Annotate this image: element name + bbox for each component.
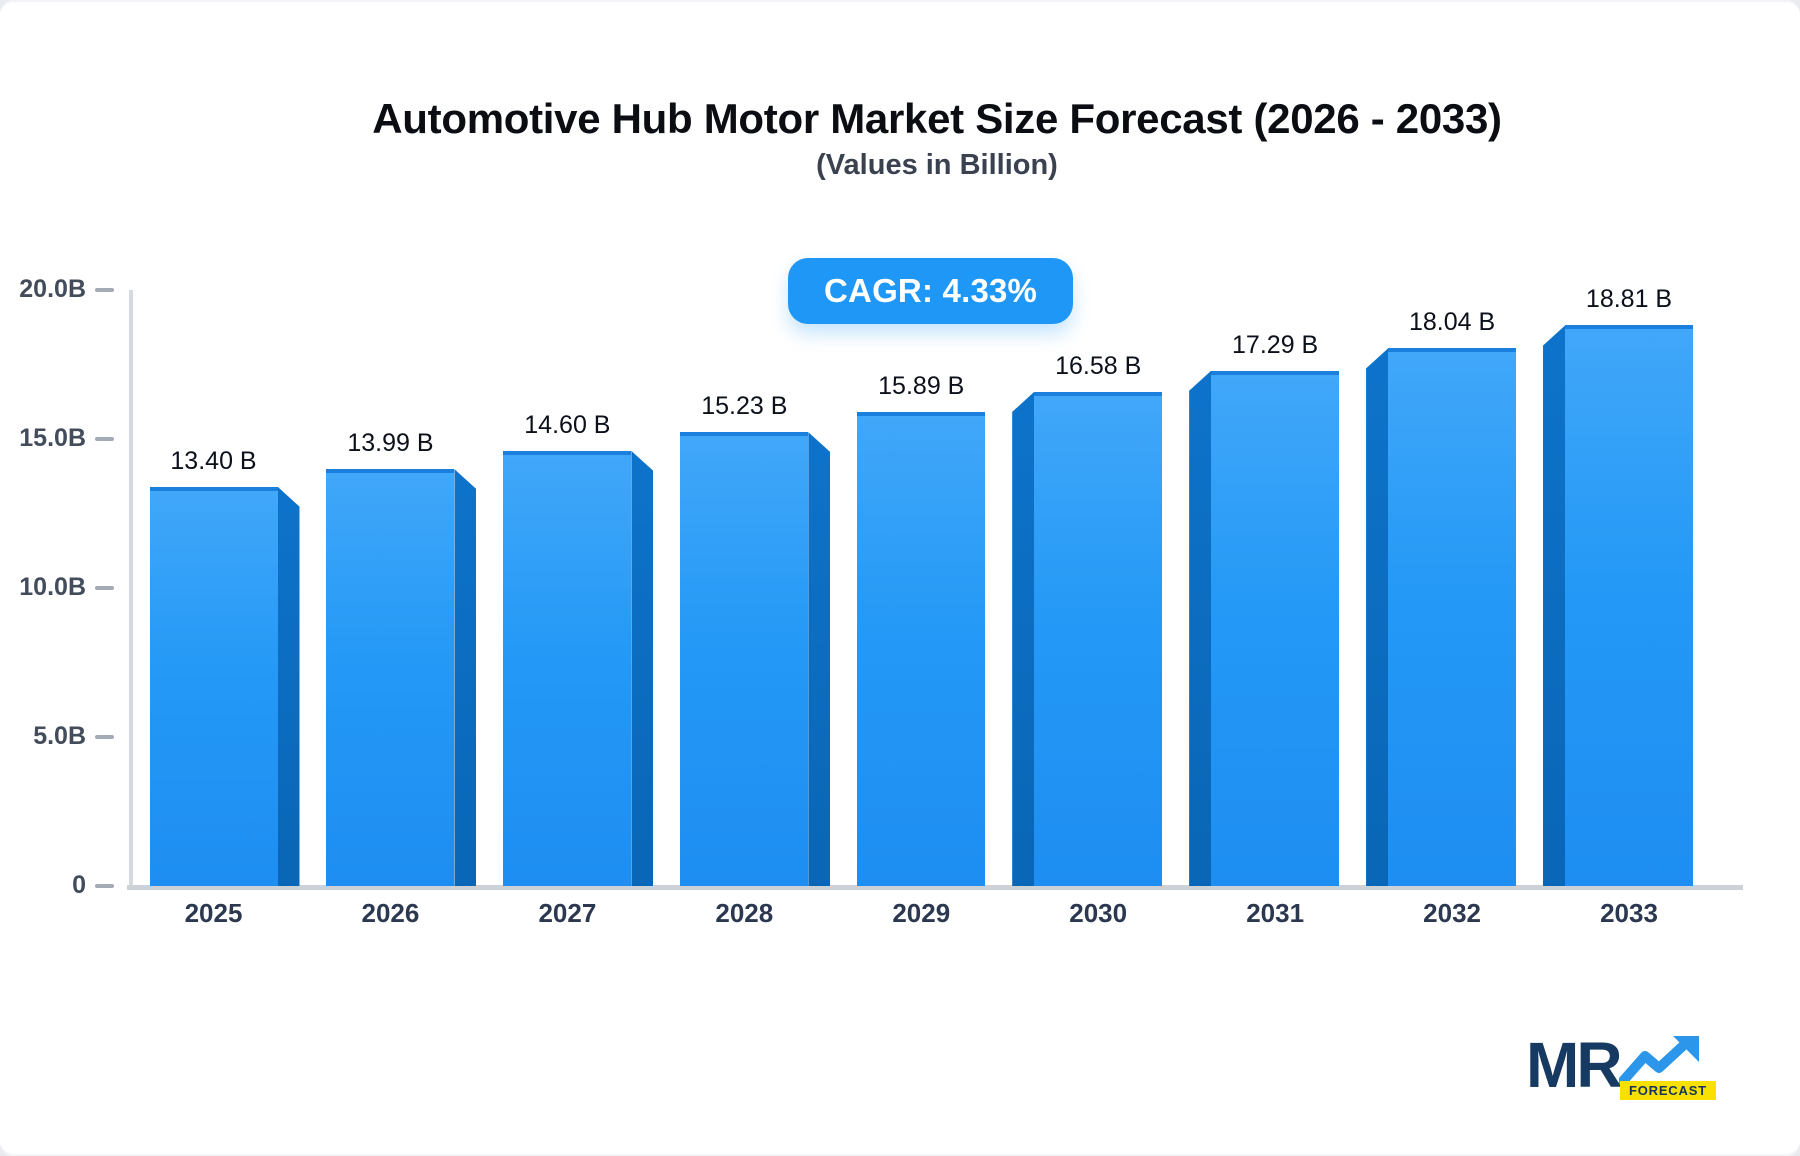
bar-2028 (680, 432, 809, 886)
bar-value-label-2032: 18.04 B (1408, 308, 1496, 337)
bar-value-label-2029: 15.89 B (878, 372, 965, 401)
y-tick-dash (95, 586, 114, 590)
bar-value-label-2026: 13.99 B (347, 429, 434, 458)
bar-value-label-2027: 14.60 B (524, 410, 611, 439)
bar-value-label-2030: 16.58 B (1055, 351, 1142, 380)
y-tick-label: 5.0B (33, 722, 86, 750)
bar-2026-side-face (454, 469, 477, 886)
bar-value-label-2033: 18.81 B (1585, 285, 1673, 314)
bar-2031-side-face (1189, 370, 1212, 886)
y-tick-label: 15.0B (19, 424, 86, 452)
x-axis-label-2030: 2030 (1069, 898, 1128, 928)
x-axis-label-2025: 2025 (184, 898, 243, 928)
mr-forecast-logo: MR FORECAST (1526, 1029, 1716, 1104)
x-axis-label-2032: 2032 (1423, 898, 1481, 928)
bar-2033-side-face (1543, 325, 1566, 886)
x-axis-label-2033: 2033 (1600, 898, 1658, 928)
bar-2032 (1388, 348, 1517, 886)
y-tick-dash (95, 288, 114, 292)
y-tick-label: 20.0B (19, 275, 86, 303)
logo-mr-text: MR (1526, 1029, 1623, 1101)
logo-trend-arrow-icon (1619, 1036, 1699, 1086)
bar-2030 (1034, 391, 1163, 886)
bar-value-label-2031: 17.29 B (1232, 330, 1319, 359)
y-tick-label: 10.0B (19, 573, 86, 601)
bar-value-label-2028: 15.23 B (701, 392, 788, 421)
bar-2028-side-face (808, 432, 831, 886)
y-tick-dash (95, 437, 114, 441)
bar-value-label-2025: 13.40 B (170, 446, 257, 475)
y-tick-label: 0 (72, 871, 86, 899)
x-axis-label-2031: 2031 (1246, 898, 1305, 928)
cagr-badge-label: CAGR: 4.33% (824, 272, 1038, 309)
bar-2031 (1211, 370, 1340, 886)
x-axis-label-2028: 2028 (715, 898, 774, 928)
logo-forecast-badge: FORECAST (1620, 1081, 1716, 1100)
chart-title: Automotive Hub Motor Market Size Forecas… (372, 95, 1502, 142)
x-axis-label-2027: 2027 (538, 898, 597, 928)
x-axis-line (127, 885, 1743, 890)
x-axis-label-2026: 2026 (361, 898, 420, 928)
bar-2030-side-face (1012, 391, 1035, 886)
bar-2027-side-face (631, 450, 654, 886)
bar-2027 (503, 450, 632, 886)
y-axis-line (129, 290, 133, 887)
bar-2025-side-face (277, 486, 300, 886)
y-tick-dash (95, 735, 114, 739)
y-tick-dash (95, 884, 114, 888)
bar-2029 (857, 412, 986, 886)
chart-subtitle: (Values in Billion) (816, 149, 1058, 181)
bar-2032-side-face (1366, 348, 1389, 886)
cagr-badge: CAGR: 4.33% (788, 258, 1074, 324)
bar-2026 (326, 469, 455, 886)
bar-2025 (149, 486, 278, 886)
bar-2033 (1565, 325, 1694, 886)
x-axis-label-2029: 2029 (892, 898, 951, 928)
